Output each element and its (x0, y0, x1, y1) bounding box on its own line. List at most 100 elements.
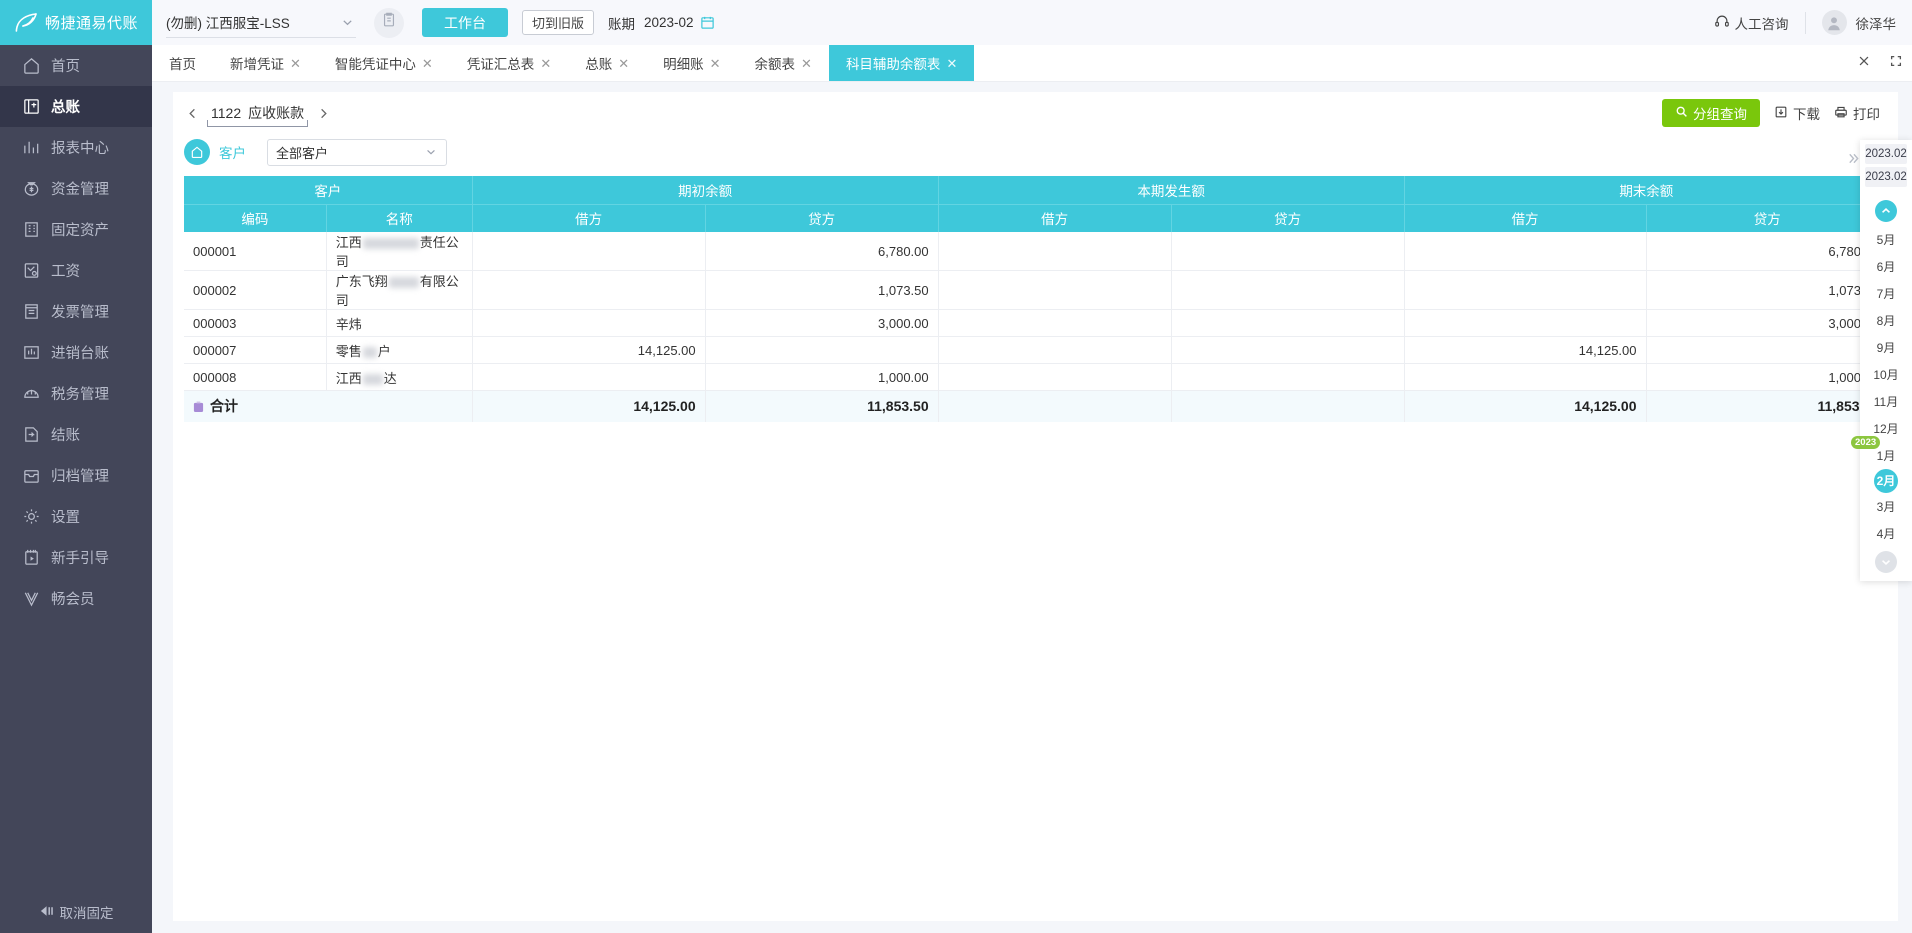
chevrons-right-icon[interactable] (1847, 145, 1861, 171)
customer-select[interactable]: 全部客户 (267, 138, 447, 166)
rail-month-5[interactable]: 5月 (1876, 233, 1896, 247)
tab-label: 凭证汇总表 (466, 57, 535, 72)
brand-name: 畅捷通易代账 (45, 15, 139, 32)
tab-voucher-summary[interactable]: 凭证汇总表 ✕ (450, 45, 568, 81)
sidebar-item-funds[interactable]: 资金管理 (0, 168, 152, 209)
account-book-button[interactable] (374, 7, 404, 38)
support-button[interactable]: 人工咨询 (1714, 13, 1789, 33)
sidebar-item-label: 新手引导 (51, 551, 109, 567)
sidebar-item-tax[interactable]: 税务管理 (0, 373, 152, 414)
sidebar-item-settings[interactable]: 设置 (0, 496, 152, 537)
subject-code: 1122 (211, 104, 242, 121)
download-button[interactable]: 下载 (1774, 103, 1820, 123)
filter-label: 客户 (219, 146, 246, 161)
table-row[interactable]: 000003 辛炜 3,000.00 3,000.00 (184, 309, 1888, 337)
rail-month-4[interactable]: 4月 (1876, 527, 1896, 541)
tab-subject-aux-balance[interactable]: 科目辅助余额表 ✕ (828, 45, 975, 81)
close-icon[interactable]: ✕ (618, 55, 630, 71)
col-code: 编码 (184, 204, 327, 232)
brand: 畅捷通易代账 (0, 0, 152, 45)
table-body: 000001 江西 责任公司 6,780.00 6,780.00 (184, 232, 1888, 422)
sidebar-item-guide[interactable]: 新手引导 (0, 537, 152, 578)
tab-new-voucher[interactable]: 新增凭证 ✕ (213, 45, 318, 81)
chevron-right-icon[interactable] (312, 102, 334, 124)
chevron-down-icon[interactable] (1875, 551, 1897, 573)
user-menu[interactable]: 徐泽华 (1821, 10, 1897, 35)
workbench-button[interactable]: 工作台 (422, 8, 508, 37)
col-open-credit: 贷方 (705, 204, 939, 232)
company-selector[interactable]: (勿删) 江西服宝-LSS (166, 8, 356, 38)
cell-name: 广东飞翔 有限公司 (326, 270, 473, 310)
fullscreen-icon (1889, 54, 1903, 73)
sidebar-item-label: 报表中心 (51, 141, 109, 157)
cell-cur-credit (1171, 363, 1405, 391)
calendar-icon[interactable] (700, 15, 715, 30)
table-group-header-row: 客户 期初余额 本期发生额 期末余额 (184, 176, 1888, 205)
rail-month-3[interactable]: 3月 (1876, 500, 1896, 514)
rail-month-10[interactable]: 10月 (1873, 368, 1899, 382)
tax-icon (22, 384, 41, 403)
sidebar-item-vip[interactable]: 畅会员 (0, 578, 152, 619)
table-row[interactable]: 000008 江西 达 1,000.00 1,000.00 (184, 363, 1888, 391)
avatar (1821, 10, 1847, 35)
home-circle-icon[interactable] (184, 139, 210, 165)
rail-month-1[interactable]: 2023 1月 (1851, 436, 1912, 469)
sidebar-item-ledger[interactable]: 总账 (0, 86, 152, 127)
rail-month-9[interactable]: 9月 (1876, 341, 1896, 355)
tab-detail-ledger[interactable]: 明细账 ✕ (646, 45, 737, 81)
rail-month-6[interactable]: 6月 (1876, 260, 1896, 274)
rail-month-2-selected[interactable]: 2月 (1874, 469, 1898, 493)
sidebar-item-home[interactable]: 首页 (0, 45, 152, 86)
cell-open-debit: 14,125.00 (472, 336, 706, 364)
close-all-button[interactable] (1848, 45, 1880, 82)
sidebar-item-label: 固定资产 (51, 223, 109, 239)
old-version-button[interactable]: 切到旧版 (522, 10, 595, 35)
rail-month-7[interactable]: 7月 (1876, 287, 1896, 301)
sidebar-item-stock-ledger[interactable]: 进销台账 (0, 332, 152, 373)
subject-selector[interactable]: 1122 应收账款 (203, 101, 312, 127)
table-row[interactable]: 000001 江西 责任公司 6,780.00 6,780.00 (184, 232, 1888, 271)
close-icon[interactable]: ✕ (421, 55, 433, 71)
cell-end-credit: 1,073.50 (1646, 270, 1888, 310)
sidebar-item-payroll[interactable]: 工资 (0, 250, 152, 291)
chevron-left-icon[interactable] (181, 102, 203, 124)
tab-balance-sheet[interactable]: 余额表 ✕ (738, 45, 829, 81)
rail-month-11[interactable]: 11月 (1873, 395, 1899, 409)
sidebar-item-archive[interactable]: 归档管理 (0, 455, 152, 496)
stock-ledger-icon (22, 343, 41, 362)
rail-month-8[interactable]: 8月 (1876, 314, 1896, 328)
support-label: 人工咨询 (1734, 16, 1789, 32)
print-button[interactable]: 打印 (1834, 103, 1880, 123)
sidebar-item-assets[interactable]: 固定资产 (0, 209, 152, 250)
table-sub-header-row: 编码 名称 借方 贷方 借方 贷方 借方 贷方 (184, 204, 1888, 232)
close-icon[interactable]: ✕ (540, 55, 552, 71)
archive-icon (22, 466, 41, 485)
sidebar-item-reports[interactable]: 报表中心 (0, 127, 152, 168)
table-row[interactable]: 000007 零售户 14,125.00 14,125.00 (184, 336, 1888, 364)
sidebar-item-invoice[interactable]: 发票管理 (0, 291, 152, 332)
sidebar-item-label: 资金管理 (51, 182, 109, 198)
close-icon[interactable]: ✕ (946, 55, 958, 71)
close-icon[interactable]: ✕ (801, 55, 812, 71)
chevron-up-icon[interactable] (1875, 200, 1897, 222)
balance-table-wrap: 客户 期初余额 本期发生额 期末余额 编码 名称 借方 贷方 借方 贷方 (184, 176, 1888, 422)
user-name: 徐泽华 (1855, 16, 1897, 32)
cell-end-debit (1404, 363, 1647, 391)
tab-label: 科目辅助余额表 (845, 57, 941, 72)
tab-smart-voucher-center[interactable]: 智能凭证中心 ✕ (318, 45, 450, 81)
rail-month-12[interactable]: 12月 (1873, 422, 1899, 436)
subject-aux-balance-table: 客户 期初余额 本期发生额 期末余额 编码 名称 借方 贷方 借方 贷方 (184, 176, 1888, 422)
cell-open-debit (472, 270, 706, 310)
tab-general-ledger[interactable]: 总账 ✕ (568, 45, 646, 81)
table-row[interactable]: 000002 广东飞翔 有限公司 1,073.50 1,073.50 (184, 270, 1888, 310)
group-query-button[interactable]: 分组查询 (1662, 99, 1760, 127)
sidebar-item-close-period[interactable]: 结账 (0, 414, 152, 455)
cell-open-debit (472, 363, 706, 391)
close-icon[interactable]: ✕ (290, 55, 301, 71)
rail-year-second[interactable]: 2023.02 (1865, 167, 1907, 187)
tab-home[interactable]: 首页 (152, 45, 213, 81)
rail-year-top[interactable]: 2023.02 (1865, 144, 1907, 164)
fullscreen-button[interactable] (1880, 45, 1912, 82)
pin-toggle[interactable]: 取消固定 (0, 891, 152, 933)
close-icon[interactable]: ✕ (709, 55, 721, 71)
